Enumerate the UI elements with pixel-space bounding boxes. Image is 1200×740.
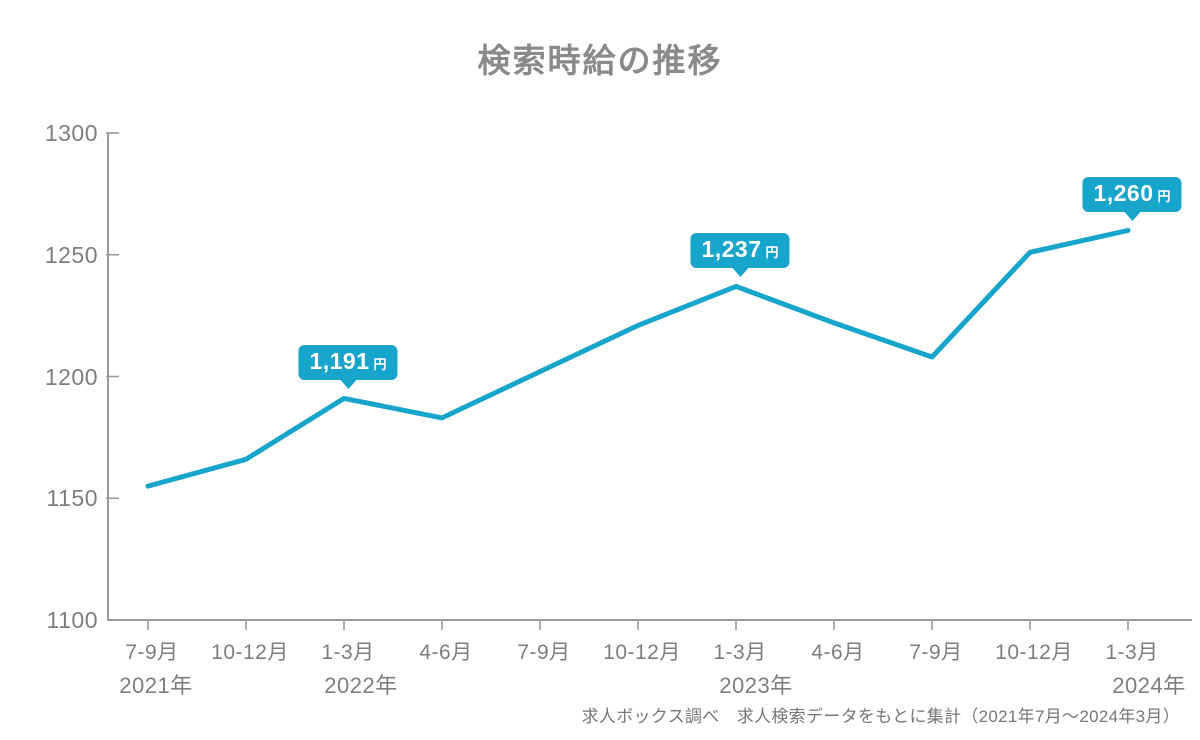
chart-title: 検索時給の推移	[477, 42, 723, 79]
source-note: 求人ボックス調べ 求人検索データをもとに集計（2021年7月～2024年3月）	[581, 707, 1180, 726]
data-line	[145, 227, 1131, 489]
